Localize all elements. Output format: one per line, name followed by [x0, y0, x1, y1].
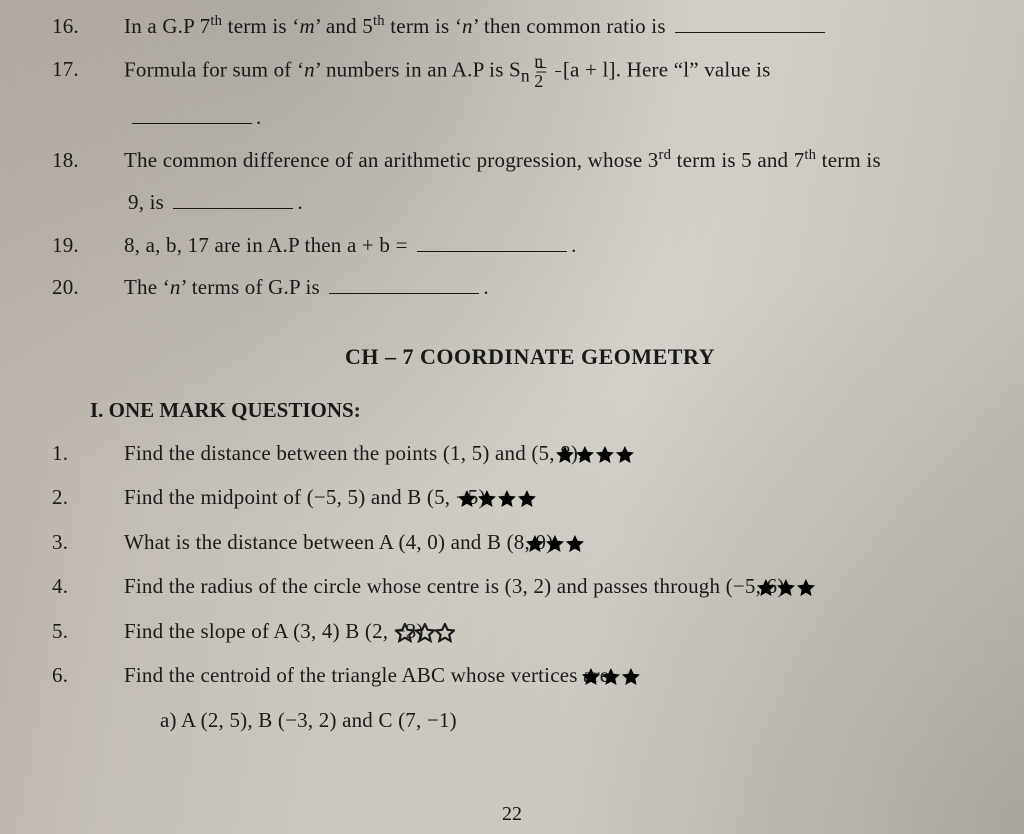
page-content: 16.In a G.P 7th term is ‘m’ and 5th term…	[90, 10, 970, 746]
q19-number: 19.	[90, 229, 124, 262]
g6-number: 6.	[90, 659, 124, 692]
q16-n: n	[462, 14, 473, 38]
g1-stars	[593, 439, 635, 472]
q17-text-a: Formula for sum of ‘	[124, 57, 304, 81]
q20-text-a: The ‘	[124, 275, 170, 299]
q16-sup-b: th	[373, 13, 385, 29]
q16-text-e: ’ then common ratio is	[473, 14, 671, 38]
g5-stars	[433, 617, 455, 650]
g2-text: Find the midpoint of (−5, 5) and B (5, −…	[124, 485, 491, 509]
q20-blank	[329, 279, 479, 295]
q18-nine: 9, is	[128, 190, 169, 214]
question-18-cont: 9, is .	[90, 186, 970, 219]
q16-text-d: term is ‘	[385, 14, 462, 38]
q17-frac-den: 2	[555, 72, 561, 91]
q17-frac-num: n	[555, 53, 561, 73]
q16-sup-a: th	[210, 13, 222, 29]
g4-number: 4.	[90, 570, 124, 603]
q18-text-c: term is	[816, 148, 881, 172]
q19-text: 8, a, b, 17 are in A.P then a + b =	[124, 233, 413, 257]
g5-text: Find the slope of A (3, 4) B (2, −3)	[124, 619, 429, 643]
q17-tail: . Here “l” value is	[616, 57, 771, 81]
geom-q6a: a) A (2, 5), B (−3, 2) and C (7, −1)	[90, 704, 970, 737]
q17-blank	[132, 109, 252, 125]
q19-blank	[417, 236, 567, 252]
section-i-heading: I. ONE MARK QUESTIONS:	[90, 398, 970, 423]
geom-q1: 1.Find the distance between the points (…	[90, 437, 970, 471]
q20-n: n	[170, 275, 181, 299]
g4-stars	[794, 572, 816, 605]
g2-number: 2.	[90, 481, 124, 514]
q20-number: 20.	[90, 271, 124, 304]
q17-sub-n: n	[521, 65, 530, 85]
question-17: 17.Formula for sum of ‘n’ numbers in an …	[90, 53, 970, 92]
geom-q6: 6.Find the centroid of the triangle ABC …	[90, 659, 970, 693]
g6-stars	[619, 661, 641, 694]
q20-text-b: ’ terms of G.P is	[181, 275, 326, 299]
q16-text-a: In a G.P 7	[124, 14, 210, 38]
geom-q4: 4.Find the radius of the circle whose ce…	[90, 570, 970, 604]
question-19: 19.8, a, b, 17 are in A.P then a + b = .	[90, 229, 970, 262]
geom-q3: 3.What is the distance between A (4, 0) …	[90, 526, 970, 560]
q18-sup-a: rd	[659, 147, 672, 163]
q17-text-b: ’ numbers in an A.P is S	[315, 57, 521, 81]
g3-stars	[563, 528, 585, 561]
g5-number: 5.	[90, 615, 124, 648]
q18-blank	[173, 194, 293, 210]
q16-text-b: term is ‘	[222, 14, 299, 38]
chapter-heading: CH – 7 COORDINATE GEOMETRY	[90, 344, 970, 370]
q16-text-c: ’ and 5	[315, 14, 373, 38]
g3-number: 3.	[90, 526, 124, 559]
g4-text: Find the radius of the circle whose cent…	[124, 574, 790, 598]
q18-sup-b: th	[804, 147, 816, 163]
q18-number: 18.	[90, 144, 124, 177]
q18-text-a: The common difference of an arithmetic p…	[124, 148, 659, 172]
q16-blank	[675, 17, 825, 33]
page-number: 22	[0, 803, 1024, 826]
question-18: 18.The common difference of an arithmeti…	[90, 144, 970, 177]
g6-text: Find the centroid of the triangle ABC wh…	[124, 663, 615, 687]
question-17-blank-line: .	[90, 101, 970, 134]
question-20: 20.The ‘n’ terms of G.P is .	[90, 271, 970, 304]
q16-number: 16.	[90, 10, 124, 43]
g3-text: What is the distance between A (4, 0) an…	[124, 530, 559, 554]
g1-number: 1.	[90, 437, 124, 470]
geom-q2: 2.Find the midpoint of (−5, 5) and B (5,…	[90, 481, 970, 515]
q17-bracket: [a + l]	[563, 57, 616, 81]
q16-m: m	[299, 14, 314, 38]
g6a-text: A (2, 5), B (−3, 2) and C (7, −1)	[177, 708, 457, 732]
q17-number: 17.	[90, 53, 124, 86]
g2-stars	[495, 483, 537, 516]
q17-n: n	[304, 57, 315, 81]
geom-q5: 5.Find the slope of A (3, 4) B (2, −3)	[90, 615, 970, 649]
q17-fraction: n2	[555, 53, 561, 92]
g6a-label: a)	[160, 708, 177, 732]
q18-text-b: term is 5 and 7	[671, 148, 804, 172]
g1-text: Find the distance between the points (1,…	[124, 441, 589, 465]
question-16: 16.In a G.P 7th term is ‘m’ and 5th term…	[90, 10, 970, 43]
